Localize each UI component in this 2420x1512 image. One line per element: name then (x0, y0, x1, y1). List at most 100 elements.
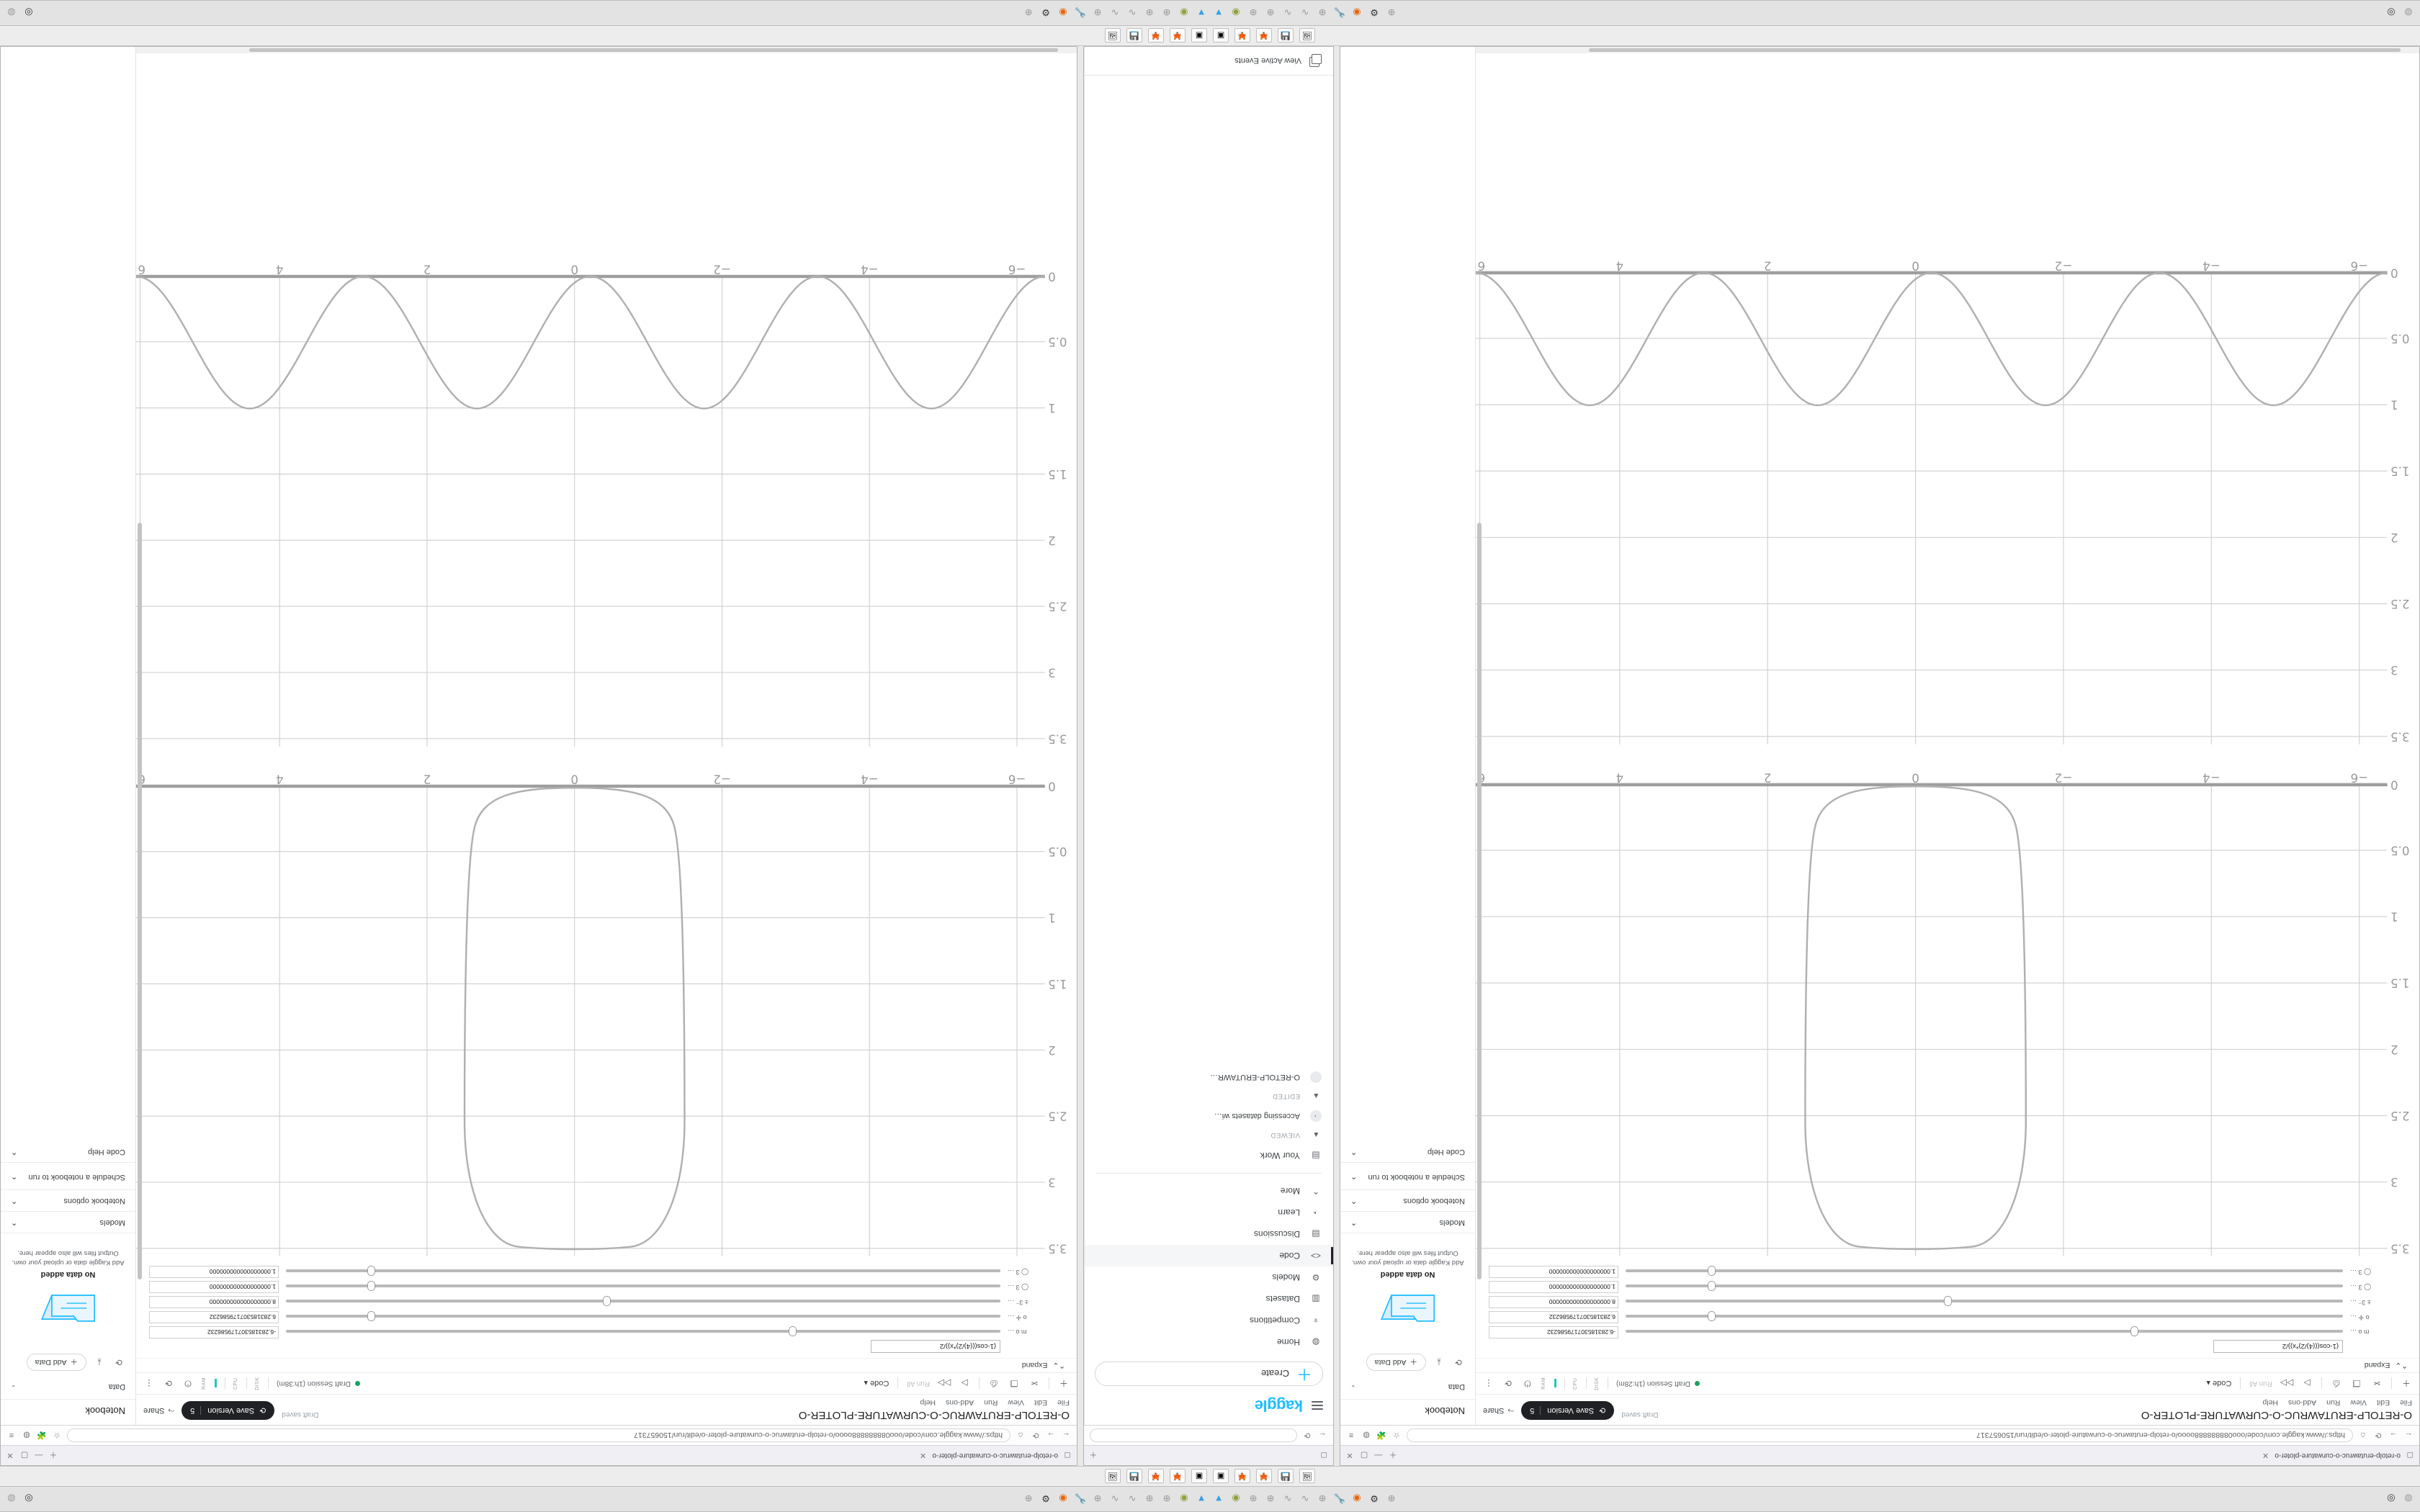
radio-icon[interactable]: ◎ (24, 7, 33, 19)
run-all-label[interactable]: Run All (907, 1380, 930, 1387)
view-active-events-button[interactable]: View Active Events (1085, 47, 1333, 76)
data-section-header[interactable]: Data ⌄ (1, 1375, 135, 1400)
account-icon[interactable]: ◍ (1363, 1431, 1370, 1439)
chevron-down-icon[interactable]: ⌄ (11, 1384, 17, 1391)
firefox-icon[interactable]: 🦊 (1148, 28, 1164, 43)
close-icon[interactable]: ✕ (2262, 1451, 2269, 1459)
browser-urlbar[interactable]: ← → ⟳ ⌂ https://www.kaggle.com/code/ooo0… (1340, 1425, 2419, 1445)
fast-forward-icon[interactable]: ▷▷ (2280, 1378, 2294, 1389)
slider-track[interactable] (1626, 1311, 2343, 1324)
firefox-icon[interactable]: 🦊 (1148, 1469, 1164, 1484)
refresh-icon[interactable]: ⟳ (164, 1378, 173, 1389)
menu-help[interactable]: Help (920, 1398, 936, 1407)
curve-icon[interactable]: ∿ (1301, 1493, 1309, 1505)
plus-icon[interactable]: ＋ (2402, 1378, 2411, 1388)
expand-output-button[interactable]: ⌃⌄ Expand (1476, 1358, 2419, 1372)
terminal-icon[interactable]: ▣ (1191, 1469, 1207, 1484)
menu-run[interactable]: Run (2326, 1398, 2341, 1407)
slider-row[interactable]: ◯ 3 … 1.000000000000000000 (1489, 1279, 2406, 1295)
menu-edit[interactable]: Edit (1034, 1398, 1048, 1407)
curve-icon[interactable]: ∿ (1301, 7, 1309, 19)
browser-tab-title[interactable]: o-retolp-erutawruc-o-curwature-ploter-o (932, 1452, 1058, 1459)
refresh-icon[interactable]: ⟳ (115, 1357, 123, 1367)
forward-arrow-icon[interactable]: → (1047, 1431, 1055, 1440)
wrench-icon[interactable]: 🔧 (1333, 1493, 1346, 1505)
terminal-icon[interactable]: ▣ (1213, 28, 1229, 43)
page-title[interactable]: O-RETOLP-ERUTAWRUC-O-CURWATURE-PLOTER-O (2141, 1409, 2412, 1421)
notebook-toolbar[interactable]: ＋ ✂ ❐ ⎙ ▷ ▷▷ Run All Code ▴ Draft Sessio… (1476, 1372, 2419, 1394)
notebook-menubar[interactable]: File Edit View Run Add-ons Help (1665, 1398, 2412, 1407)
fast-forward-icon[interactable]: ▷▷ (937, 1378, 951, 1389)
expand-output-button[interactable]: ⌃⌄ Expand (136, 1358, 1077, 1372)
page-title[interactable]: O-RETOLP-ERUTAWRUC-O-CURWATURE-PLOTER-O (798, 1409, 1070, 1421)
horizontal-scrollbar[interactable] (1476, 47, 2419, 53)
firefox-icon[interactable]: ◉ (1353, 1493, 1361, 1505)
slider-value[interactable]: 6.283185307179586232 (149, 1311, 279, 1323)
chevron-up-icon[interactable]: ⌃ (1350, 1147, 1358, 1156)
menu-icon[interactable]: ≡ (9, 1431, 14, 1440)
chevron-up-icon[interactable]: ⌃ (1350, 1196, 1358, 1205)
copy-icon[interactable]: ❐ (1010, 1378, 1018, 1389)
more-vertical-icon[interactable]: ⋮ (145, 1378, 153, 1389)
restart-icon[interactable]: ⏻ (184, 1379, 192, 1389)
globe-icon[interactable]: ⊕ (1145, 7, 1154, 19)
blue-marker-icon[interactable]: ▼ (1196, 7, 1206, 19)
terminal-icon[interactable]: ▣ (1213, 1469, 1229, 1484)
menu-file[interactable]: File (2400, 1398, 2412, 1407)
sidebar-section-schedule[interactable]: Schedule a notebook to run ⌃ (1, 1163, 135, 1191)
chevron-up-icon[interactable]: ▴ (1313, 1130, 1319, 1140)
browser-tabbar-right[interactable]: ◻ o-retolp-erutawruc-o-curwature-ploter-… (1, 1445, 1077, 1465)
share-button[interactable]: ⤳ Share (143, 1406, 174, 1416)
gear-icon[interactable]: ⚙ (1041, 1493, 1050, 1505)
paste-icon[interactable]: ⎙ (2333, 1379, 2340, 1389)
forward-arrow-icon[interactable]: → (2389, 1431, 2398, 1440)
save-version-button[interactable]: ⟳ Save Version 5 (182, 1401, 275, 1420)
minimize-icon[interactable]: — (1374, 1451, 1383, 1460)
globe-icon[interactable]: ⊕ (1162, 7, 1171, 19)
firefox-icon[interactable]: 🦊 (1256, 1469, 1272, 1484)
screenshot-icon[interactable]: 🖼 (1105, 28, 1121, 43)
sidebar-section-code-help[interactable]: Code Help ⌃ (1340, 1141, 1475, 1164)
scissors-icon[interactable]: ✂ (1030, 1378, 1039, 1389)
curve-icon[interactable]: ∿ (1283, 7, 1292, 19)
download-icon[interactable]: ⤓ (1437, 1357, 1441, 1368)
slider-row[interactable]: ◯ 3 … 1.000000000000000000 (149, 1279, 1064, 1295)
menu-addons[interactable]: Add-ons (946, 1398, 974, 1407)
save-icon[interactable]: 💾 (1278, 28, 1294, 43)
wrench-icon[interactable]: 🔧 (1333, 7, 1346, 19)
firefox-icon[interactable]: 🦊 (1234, 1469, 1250, 1484)
globe-icon[interactable]: ⊕ (1387, 7, 1396, 19)
reload-icon[interactable]: ⟳ (2375, 1431, 2382, 1439)
close-window-icon[interactable]: ✕ (1346, 1451, 1353, 1459)
close-window-icon[interactable]: ✕ (6, 1451, 14, 1459)
run-all-label[interactable]: Run All (2249, 1380, 2272, 1387)
plus-icon[interactable]: ＋ (1059, 1378, 1069, 1388)
sidebar-item-learn[interactable]: ◔ Learn (1085, 1202, 1333, 1223)
globe-icon[interactable]: ⊕ (1249, 1493, 1258, 1505)
wrench-icon[interactable]: 🔧 (1074, 7, 1087, 19)
back-arrow-icon[interactable]: ← (2404, 1431, 2413, 1440)
slider-value[interactable]: 8.000000000000000000 (1489, 1296, 1618, 1308)
taskbar-bottom[interactable]: ◍ ◎ ⊕ ⚙ ◉ 🔧 ⊕ ∿ ∿ ⊕ ⊕ ◉ ▼ ▼ ◉ ⊕ ⊕ ∿ ∿ ⊕ … (0, 0, 2420, 26)
globe-icon[interactable]: ⊕ (1318, 7, 1327, 19)
terminal-icon[interactable]: ▣ (1191, 28, 1207, 43)
globe-icon[interactable]: ⊕ (1145, 1493, 1154, 1505)
globe-icon[interactable]: ⊕ (1024, 7, 1033, 19)
menu-view[interactable]: View (1008, 1398, 1024, 1407)
blue-marker-icon[interactable]: ▼ (1214, 7, 1224, 19)
new-tab-icon[interactable]: ＋ (49, 1450, 58, 1459)
globe-icon[interactable]: ⊕ (1249, 7, 1258, 19)
hamburger-icon[interactable] (1312, 1401, 1323, 1410)
back-arrow-icon[interactable]: ← (1062, 1431, 1070, 1440)
recent-item-edited[interactable]: O-RETOLP-ERUTAWR… (1085, 1067, 1333, 1087)
home-icon[interactable]: ⌂ (1018, 1431, 1023, 1440)
slider-track[interactable] (1626, 1281, 2343, 1294)
sidebar-item-more[interactable]: ⌃ More (1085, 1180, 1333, 1202)
slider-row[interactable]: m o … -6.283185307179586232 (1489, 1325, 2406, 1340)
globe-icon[interactable]: ⊕ (1387, 1493, 1396, 1505)
slider-track[interactable] (286, 1266, 1000, 1279)
radio-icon[interactable]: ◎ (2387, 1493, 2396, 1505)
firefox-icon[interactable]: 🦊 (1256, 28, 1272, 43)
restart-icon[interactable]: ⏻ (1524, 1379, 1531, 1389)
radio-icon[interactable]: ◎ (2387, 7, 2396, 19)
